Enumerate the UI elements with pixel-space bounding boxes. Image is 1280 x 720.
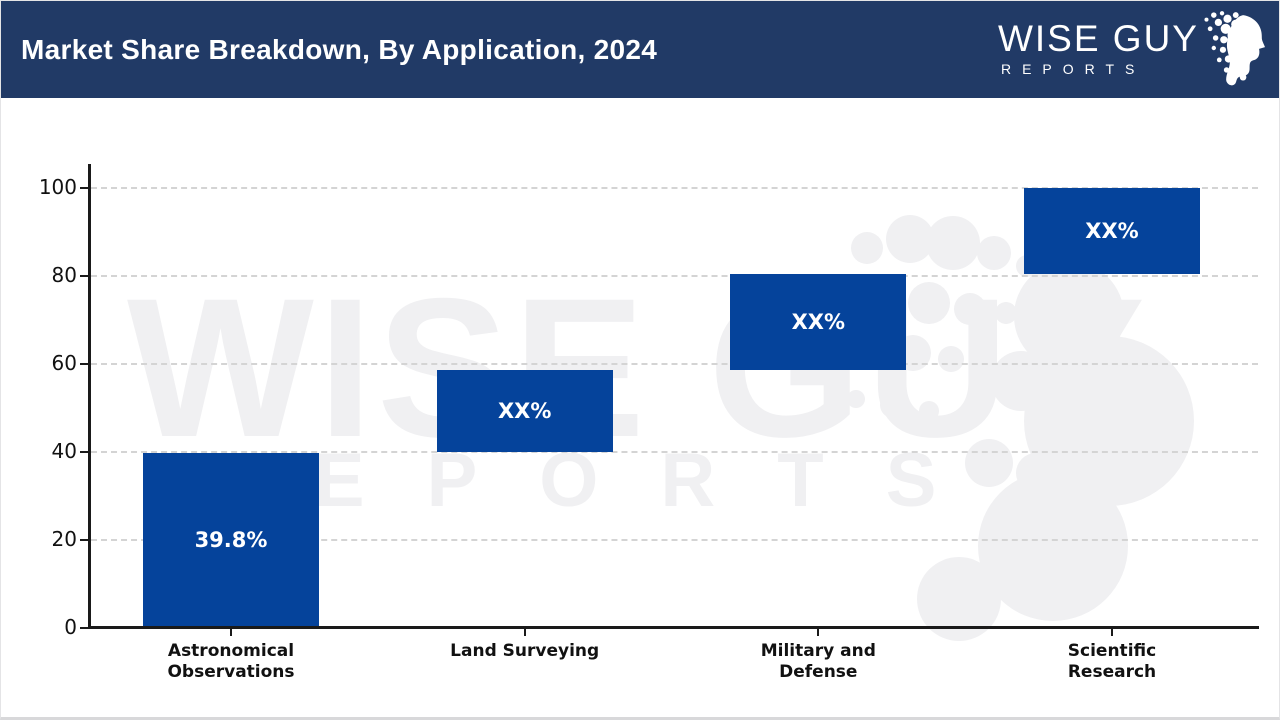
x-axis-category-label-line: Research: [1067, 662, 1157, 683]
gridline-60: [91, 363, 1258, 365]
bar-value-label: XX%: [1085, 219, 1139, 244]
watermark-dot: [977, 236, 1011, 270]
y-axis-tick-label: 60: [51, 351, 77, 375]
watermark-dot: [991, 351, 1051, 411]
x-axis-tick: [817, 629, 820, 636]
y-axis-tick-label: 40: [51, 439, 77, 463]
y-axis-tick-label: 0: [64, 615, 77, 639]
watermark-subtext: REPORTS: [197, 438, 999, 523]
y-axis-tick: [80, 275, 89, 277]
x-axis-tick: [230, 629, 232, 636]
bar-value-label: XX%: [497, 399, 552, 424]
x-axis-category-label-line: Observations: [167, 662, 295, 683]
bar-value-label: 39.8%: [194, 528, 268, 553]
y-axis: [88, 164, 91, 629]
x-axis-category-label-line: Military and: [760, 641, 876, 661]
x-axis-category-label-line: Land Surveying: [450, 641, 600, 661]
x-axis-category-label-line: Defense: [779, 662, 858, 683]
gridline-40: [91, 451, 1258, 453]
y-axis-tick: [80, 627, 89, 629]
chart-title: Market Share Breakdown, By Application, …: [21, 33, 658, 65]
watermark-dot: [926, 216, 980, 270]
header-bar: Market Share Breakdown, By Application, …: [1, 1, 1279, 98]
y-axis-tick: [80, 363, 89, 365]
y-axis-tick-label: 20: [51, 527, 77, 551]
logo-wordmark: WISE GUY: [997, 18, 1199, 60]
x-axis-category-label-line: Scientific: [1067, 641, 1157, 661]
bar-astronomical-observations: 39.8%: [143, 452, 319, 628]
x-axis-category-label: Scientific Research: [997, 641, 1227, 684]
watermark-dot: [965, 439, 1013, 487]
bar-military-and-defense: XX%: [730, 274, 907, 371]
watermark-dot: [908, 282, 950, 324]
x-axis-category-label: Land Surveying: [410, 641, 640, 662]
watermark-dot: [847, 390, 865, 408]
watermark-dot: [978, 471, 1128, 621]
watermark-dot: [995, 302, 1017, 324]
y-axis-tick: [80, 451, 89, 453]
watermark-dot: [880, 392, 906, 418]
watermark-dot: [851, 232, 883, 264]
x-axis-category-label-line: Astronomical: [167, 641, 295, 661]
y-axis-tick: [80, 187, 89, 189]
y-axis-tick-label: 100: [38, 175, 77, 199]
watermark-dot: [919, 401, 939, 421]
logo-head-icon: [1204, 11, 1265, 86]
y-axis-tick-label: 80: [51, 263, 77, 287]
x-axis-category-label: Astronomical Observations: [116, 641, 346, 684]
bar-value-label: XX%: [791, 310, 846, 335]
wise-guy-reports-logo: WISE GUY REPORTS: [998, 9, 1265, 87]
gridline-20: [91, 539, 1258, 541]
logo-subtext: REPORTS: [1000, 60, 1146, 77]
bar-land-surveying: XX%: [436, 370, 613, 452]
x-axis-tick: [523, 629, 526, 636]
watermark-dot: [954, 293, 986, 325]
watermark-dot: [938, 346, 964, 372]
y-axis-tick: [80, 539, 89, 541]
gridline-80: [91, 275, 1258, 277]
bar-scientific-research: XX%: [1024, 188, 1200, 275]
x-axis-tick: [1111, 629, 1113, 636]
gridline-100: [91, 187, 1258, 189]
x-axis-category-label: Military and Defense: [703, 641, 933, 684]
x-axis: [88, 626, 1259, 629]
